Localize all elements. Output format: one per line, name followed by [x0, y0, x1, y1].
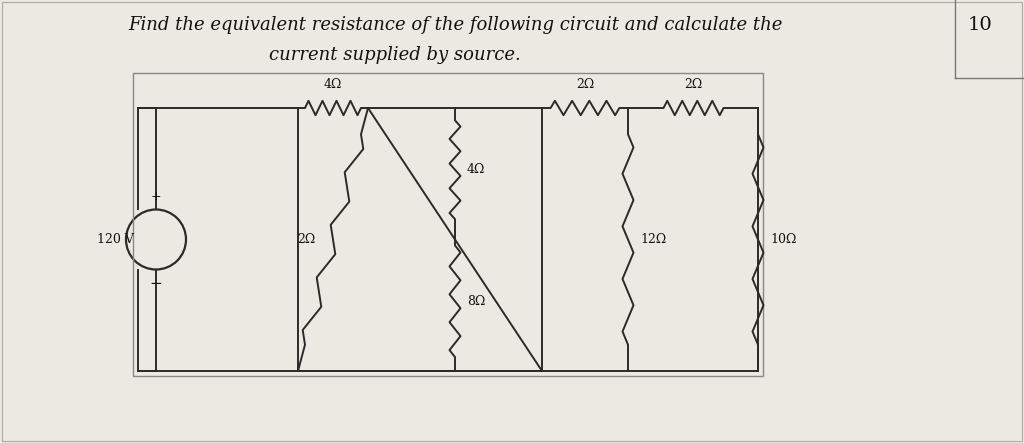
Text: 4Ω: 4Ω	[467, 163, 485, 176]
Text: 2Ω: 2Ω	[684, 78, 702, 91]
Text: 2Ω: 2Ω	[575, 78, 594, 91]
Text: 12Ω: 12Ω	[640, 233, 667, 246]
Text: 8Ω: 8Ω	[467, 295, 485, 308]
Text: 10Ω: 10Ω	[770, 233, 797, 246]
Text: 120 V: 120 V	[97, 233, 134, 246]
Text: 2Ω: 2Ω	[297, 233, 315, 246]
Text: −: −	[150, 276, 163, 291]
Text: +: +	[151, 190, 162, 203]
Text: current supplied by source.: current supplied by source.	[269, 46, 521, 64]
Text: Find the equivalent resistance of the following circuit and calculate the: Find the equivalent resistance of the fo…	[128, 16, 782, 34]
Text: 10: 10	[968, 16, 992, 34]
Text: 4Ω: 4Ω	[324, 78, 342, 91]
